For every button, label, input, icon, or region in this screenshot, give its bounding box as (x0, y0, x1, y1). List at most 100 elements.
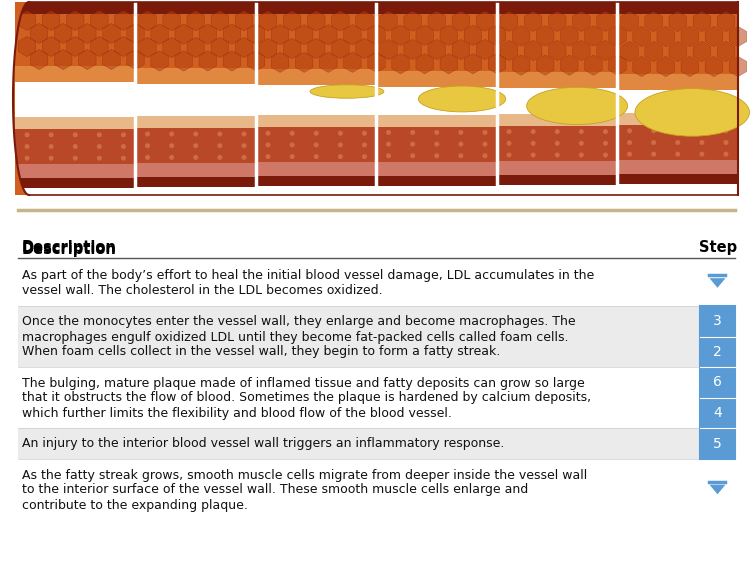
Circle shape (459, 142, 463, 147)
Bar (497, 88, 617, 114)
Circle shape (242, 155, 246, 160)
Ellipse shape (419, 86, 506, 112)
Text: vessel wall. The cholesterol in the LDL becomes oxidized.: vessel wall. The cholesterol in the LDL … (22, 285, 383, 297)
Text: which further limits the flexibility and blood flow of the blood vessel.: which further limits the flexibility and… (22, 406, 452, 419)
Circle shape (121, 132, 126, 138)
Bar (617, 2, 738, 14)
Circle shape (97, 156, 102, 160)
Text: As the fatty streak grows, smooth muscle cells migrate from deeper inside the ve: As the fatty streak grows, smooth muscle… (22, 469, 587, 481)
Text: macrophages engulf oxidized LDL until they become fat-packed cells called foam c: macrophages engulf oxidized LDL until th… (22, 331, 569, 343)
Circle shape (579, 152, 584, 158)
Circle shape (242, 143, 246, 148)
Ellipse shape (526, 87, 627, 124)
Bar (136, 14, 256, 68)
Circle shape (603, 141, 608, 146)
Bar (15, 82, 136, 117)
Circle shape (410, 130, 415, 135)
Circle shape (507, 129, 511, 134)
Text: 5: 5 (713, 437, 722, 451)
Bar (376, 175, 497, 186)
Text: contribute to the expanding plaque.: contribute to the expanding plaque. (22, 499, 248, 512)
Bar (376, 2, 497, 14)
Text: 3: 3 (713, 315, 722, 328)
Circle shape (73, 144, 78, 149)
Circle shape (386, 142, 391, 147)
Bar (497, 114, 617, 126)
Circle shape (242, 132, 246, 136)
Circle shape (507, 141, 511, 146)
Text: to the interior surface of the vessel wall. These smooth muscle cells enlarge an: to the interior surface of the vessel wa… (22, 484, 529, 496)
Polygon shape (709, 278, 725, 288)
Circle shape (724, 128, 728, 134)
Bar (617, 74, 738, 90)
Circle shape (145, 132, 150, 136)
Circle shape (434, 153, 439, 158)
Circle shape (651, 128, 656, 134)
Text: As part of the body’s effort to heal the initial blood vessel damage, LDL accumu: As part of the body’s effort to heal the… (22, 269, 594, 282)
Circle shape (627, 140, 632, 145)
Bar (617, 125, 738, 160)
Circle shape (700, 128, 704, 134)
Circle shape (579, 129, 584, 134)
Text: When foam cells collect in the vessel wall, they begin to form a fatty streak.: When foam cells collect in the vessel wa… (22, 346, 500, 359)
Circle shape (724, 140, 728, 145)
Circle shape (410, 153, 415, 158)
Bar (15, 14, 136, 66)
Text: that it obstructs the flow of blood. Sometimes the plaque is hardened by calcium: that it obstructs the flow of blood. Som… (22, 391, 591, 405)
Circle shape (651, 152, 656, 156)
Bar (136, 163, 256, 177)
Bar (617, 174, 738, 184)
Circle shape (290, 143, 294, 147)
Circle shape (49, 156, 53, 160)
Circle shape (362, 131, 367, 136)
Bar (617, 113, 738, 125)
Circle shape (362, 154, 367, 159)
Circle shape (218, 143, 222, 148)
Circle shape (25, 132, 29, 138)
Circle shape (25, 156, 29, 160)
Circle shape (555, 152, 559, 158)
Circle shape (724, 152, 728, 156)
Circle shape (483, 130, 487, 135)
Circle shape (49, 132, 53, 138)
Bar (256, 69, 376, 85)
Circle shape (121, 156, 126, 160)
Bar (136, 128, 256, 163)
Circle shape (675, 152, 680, 156)
Text: Description: Description (22, 240, 117, 255)
Ellipse shape (635, 89, 749, 136)
Bar (136, 84, 256, 116)
Bar (15, 178, 136, 188)
Ellipse shape (310, 85, 384, 98)
Circle shape (531, 141, 535, 146)
Circle shape (555, 129, 559, 134)
Circle shape (314, 143, 319, 147)
Circle shape (73, 156, 78, 160)
Circle shape (410, 142, 415, 147)
Circle shape (627, 152, 632, 156)
Bar (136, 68, 256, 84)
Bar (497, 175, 617, 185)
Bar (497, 161, 617, 175)
Circle shape (675, 140, 680, 145)
Bar (256, 127, 376, 162)
Circle shape (700, 140, 704, 145)
Bar (15, 66, 136, 82)
Text: 2: 2 (713, 345, 722, 359)
Circle shape (675, 128, 680, 134)
Circle shape (434, 142, 439, 147)
Text: Step: Step (699, 240, 737, 255)
Circle shape (266, 131, 270, 136)
Circle shape (603, 152, 608, 158)
Circle shape (97, 144, 102, 149)
Circle shape (386, 153, 391, 158)
Circle shape (314, 131, 319, 136)
Text: Description: Description (22, 242, 117, 257)
Bar (15, 117, 136, 129)
Polygon shape (709, 485, 725, 494)
Bar (256, 176, 376, 186)
Circle shape (194, 143, 198, 148)
Circle shape (194, 132, 198, 136)
Circle shape (290, 154, 294, 159)
Circle shape (338, 143, 343, 147)
